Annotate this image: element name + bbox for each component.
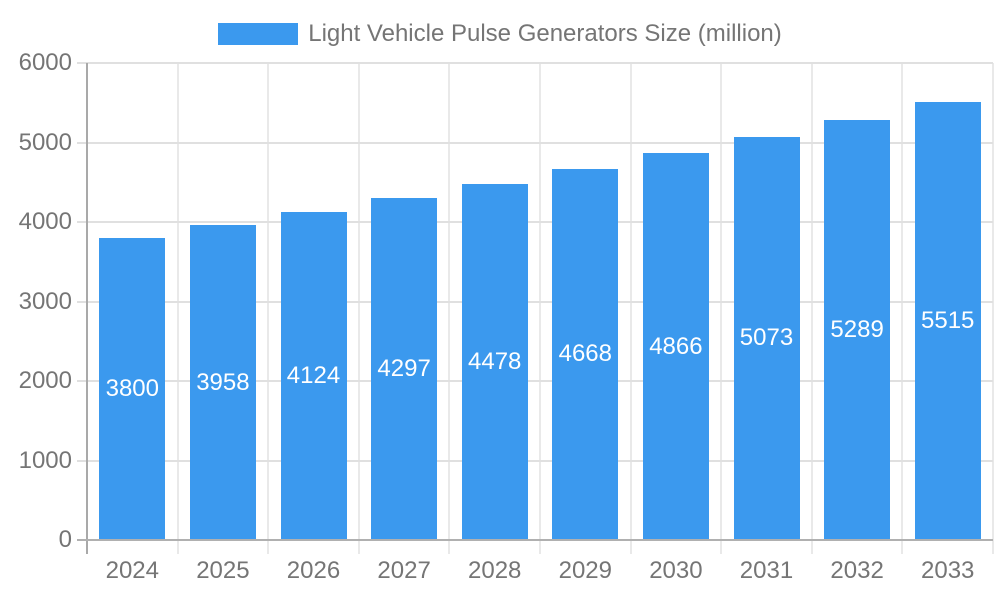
y-axis-tick-label: 1000 [18,446,72,474]
x-axis-tick-label: 2024 [105,557,159,584]
category-boundary-gridline [992,63,994,554]
y-axis-tick-label: 4000 [18,208,72,235]
bar-2029[interactable] [552,168,619,540]
y-gridline [77,62,993,64]
y-gridline [77,380,993,382]
y-axis-tick-label: 0 [58,526,72,553]
y-axis-tick-label: 2000 [18,367,72,394]
x-axis-tick-label: 2029 [558,557,612,584]
bar-2032[interactable] [824,119,891,540]
category-boundary-gridline [267,63,270,554]
y-axis-tick-label: 3000 [18,287,72,315]
y-gridline [77,141,993,144]
bar-value-label: 5073 [739,324,794,352]
bar-2031[interactable] [733,136,800,540]
x-axis-tick-label: 2025 [196,557,250,584]
x-axis-tick-label: 2033 [920,557,975,584]
category-boundary-gridline [901,63,904,554]
bar-2026[interactable] [280,212,347,540]
category-boundary-gridline [176,63,179,554]
y-gridline [77,300,993,303]
bar-value-label: 4668 [558,340,612,368]
bar-value-label: 3800 [105,374,159,402]
bar-2027[interactable] [371,198,438,540]
bar-value-label: 4297 [377,355,431,383]
chart-legend[interactable]: Light Vehicle Pulse Generators Size (mil… [0,20,1000,48]
category-boundary-gridline [539,63,541,554]
x-axis-tick-label: 2027 [377,557,431,584]
category-boundary-gridline [720,63,723,554]
bar-2024[interactable] [99,237,166,540]
y-gridline [77,221,993,223]
category-boundary-gridline [629,63,632,554]
y-axis-tick-label: 6000 [18,49,72,76]
category-boundary-gridline [448,63,451,554]
bar-2033[interactable] [914,101,981,540]
x-axis-tick-label: 2026 [286,557,341,584]
category-boundary-gridline [810,63,813,554]
bar-value-label: 4124 [286,362,341,390]
y-axis-line [86,63,88,554]
bar-2030[interactable] [642,153,709,540]
bar-value-label: 4478 [467,347,522,375]
y-gridline [77,459,993,462]
bar-2028[interactable] [461,183,528,540]
x-axis-tick-label: 2032 [830,557,884,584]
x-axis-baseline [77,539,993,541]
y-axis-tick-label: 5000 [18,128,72,156]
x-axis-tick-label: 2028 [467,557,522,584]
legend-color-swatch [218,23,299,45]
x-axis-tick-label: 2030 [649,557,703,584]
bar-value-label: 5515 [920,306,975,334]
x-axis-tick-label: 2031 [739,557,794,584]
category-boundary-gridline [357,63,360,554]
bar-value-label: 3958 [196,368,250,396]
legend-label: Light Vehicle Pulse Generators Size (mil… [308,20,782,47]
bar-2025[interactable] [189,225,256,540]
bar-value-label: 5289 [830,315,884,343]
bar-value-label: 4866 [649,332,703,360]
